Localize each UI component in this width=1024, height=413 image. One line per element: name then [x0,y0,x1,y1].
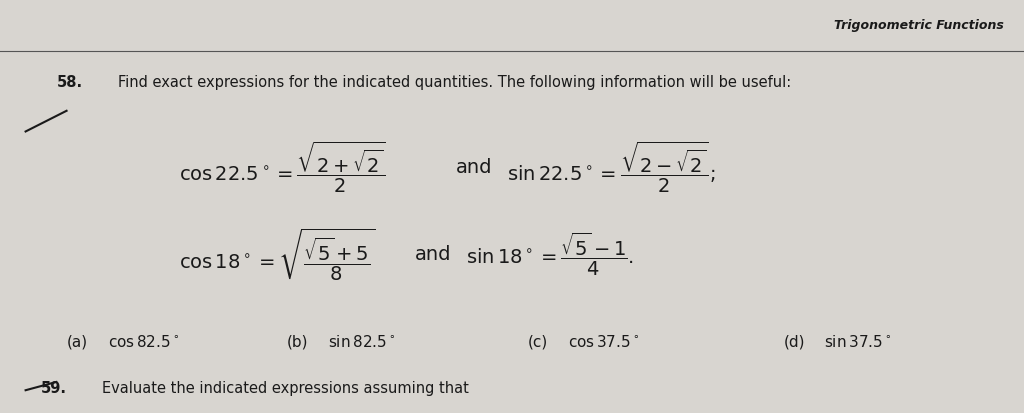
Text: $\cos 18^\circ = \sqrt{\dfrac{\sqrt{5}+5}{8}}$: $\cos 18^\circ = \sqrt{\dfrac{\sqrt{5}+5… [179,225,376,282]
Text: $\sin 18^\circ = \dfrac{\sqrt{5}-1}{4}$.: $\sin 18^\circ = \dfrac{\sqrt{5}-1}{4}$. [466,230,634,278]
Text: $\cos 82.5^\circ$: $\cos 82.5^\circ$ [108,333,179,349]
Text: $\sin 22.5^\circ = \dfrac{\sqrt{2-\sqrt{2}}}{2}$;: $\sin 22.5^\circ = \dfrac{\sqrt{2-\sqrt{… [507,140,715,195]
Text: Find exact expressions for the indicated quantities. The following information w: Find exact expressions for the indicated… [118,74,791,89]
Text: $\sin 82.5^\circ$: $\sin 82.5^\circ$ [328,333,395,349]
Text: Trigonometric Functions: Trigonometric Functions [834,19,1004,31]
Text: (a): (a) [67,333,88,348]
Text: $\cos 22.5^\circ = \dfrac{\sqrt{2+\sqrt{2}}}{2}$: $\cos 22.5^\circ = \dfrac{\sqrt{2+\sqrt{… [179,140,386,195]
Text: (b): (b) [287,333,308,348]
Text: (c): (c) [527,333,548,348]
Text: $\cos 37.5^\circ$: $\cos 37.5^\circ$ [568,333,640,349]
Text: 58.: 58. [56,74,83,89]
Text: and: and [415,244,452,263]
Text: and: and [456,158,493,177]
Text: (d): (d) [783,333,805,348]
Text: $\sin 37.5^\circ$: $\sin 37.5^\circ$ [824,333,892,349]
Text: 59.: 59. [41,380,67,395]
Text: Evaluate the indicated expressions assuming that: Evaluate the indicated expressions assum… [102,380,469,395]
